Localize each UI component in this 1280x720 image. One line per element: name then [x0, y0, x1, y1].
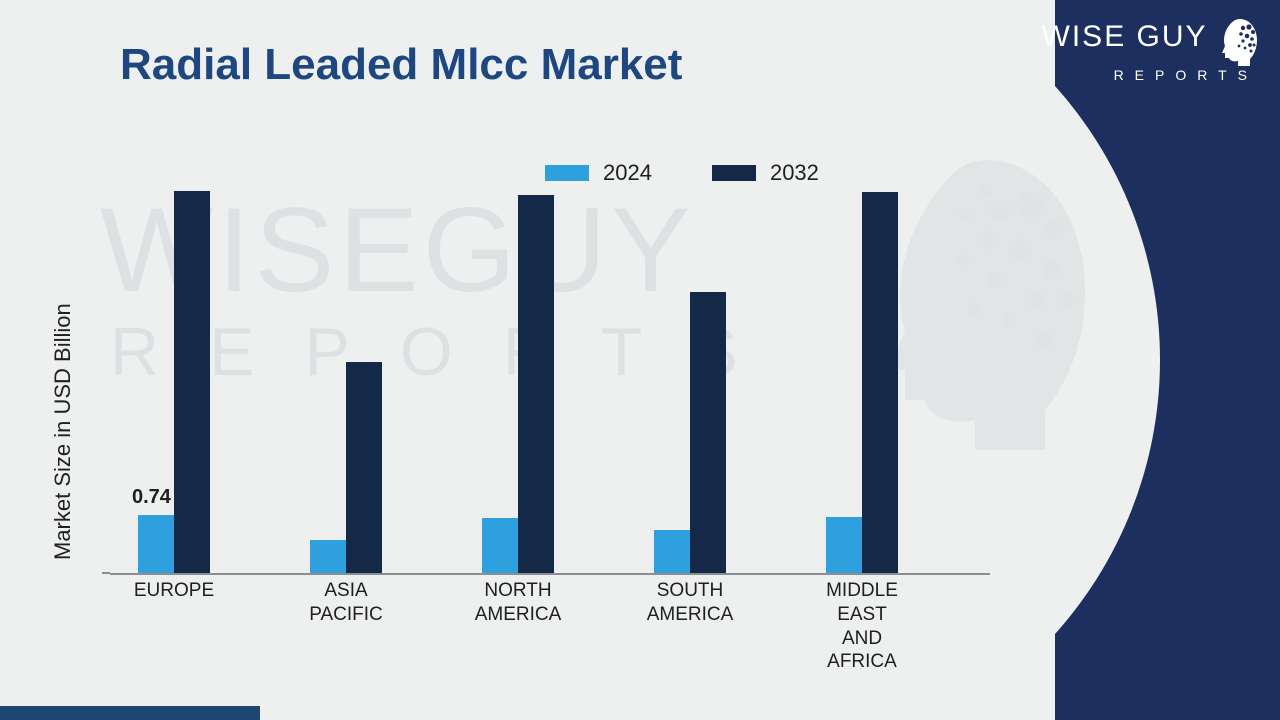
bar-group	[482, 195, 612, 573]
bar-2032	[174, 191, 210, 573]
bar-2032	[518, 195, 554, 573]
legend-item-2024: 2024	[545, 160, 652, 186]
bar-2024	[482, 518, 518, 573]
bar-2024	[310, 540, 346, 573]
legend-label-2024: 2024	[603, 160, 652, 186]
legend-label-2032: 2032	[770, 160, 819, 186]
bar-2032	[862, 192, 898, 573]
category-label: SOUTHAMERICA	[620, 579, 760, 627]
bar-group	[826, 192, 956, 573]
bar-group	[138, 191, 268, 573]
y-axis-label: Market Size in USD Billion	[50, 303, 76, 560]
legend-swatch-2024	[545, 165, 589, 181]
legend: 2024 2032	[545, 160, 819, 186]
category-label: NORTHAMERICA	[448, 579, 588, 627]
chart: Market Size in USD Billion 2024 2032 0.7…	[50, 165, 1000, 695]
bar-group	[310, 362, 440, 573]
bottom-bar	[0, 706, 260, 720]
bar-2032	[346, 362, 382, 573]
bar-2024	[138, 515, 174, 573]
brand-head-icon	[1216, 18, 1258, 66]
bar-2024	[826, 517, 862, 573]
category-label: MIDDLEEASTANDAFRICA	[792, 579, 932, 674]
legend-item-2032: 2032	[712, 160, 819, 186]
bar-group	[654, 292, 784, 573]
category-label: ASIAPACIFIC	[276, 579, 416, 627]
brand-line1: WISE GUY	[1042, 20, 1208, 53]
value-label: 0.74	[132, 486, 171, 509]
legend-swatch-2032	[712, 165, 756, 181]
plot-area: 0.74	[110, 185, 990, 575]
bar-2024	[654, 530, 690, 573]
category-label: EUROPE	[104, 579, 244, 603]
bar-2032	[690, 292, 726, 573]
axis-tick	[102, 572, 110, 574]
brand-logo: WISE GUY REPORTS	[1042, 18, 1258, 82]
page-title: Radial Leaded Mlcc Market	[120, 40, 682, 90]
brand-line2: REPORTS	[1042, 68, 1258, 82]
x-axis-labels: EUROPEASIAPACIFICNORTHAMERICASOUTHAMERIC…	[110, 579, 990, 699]
